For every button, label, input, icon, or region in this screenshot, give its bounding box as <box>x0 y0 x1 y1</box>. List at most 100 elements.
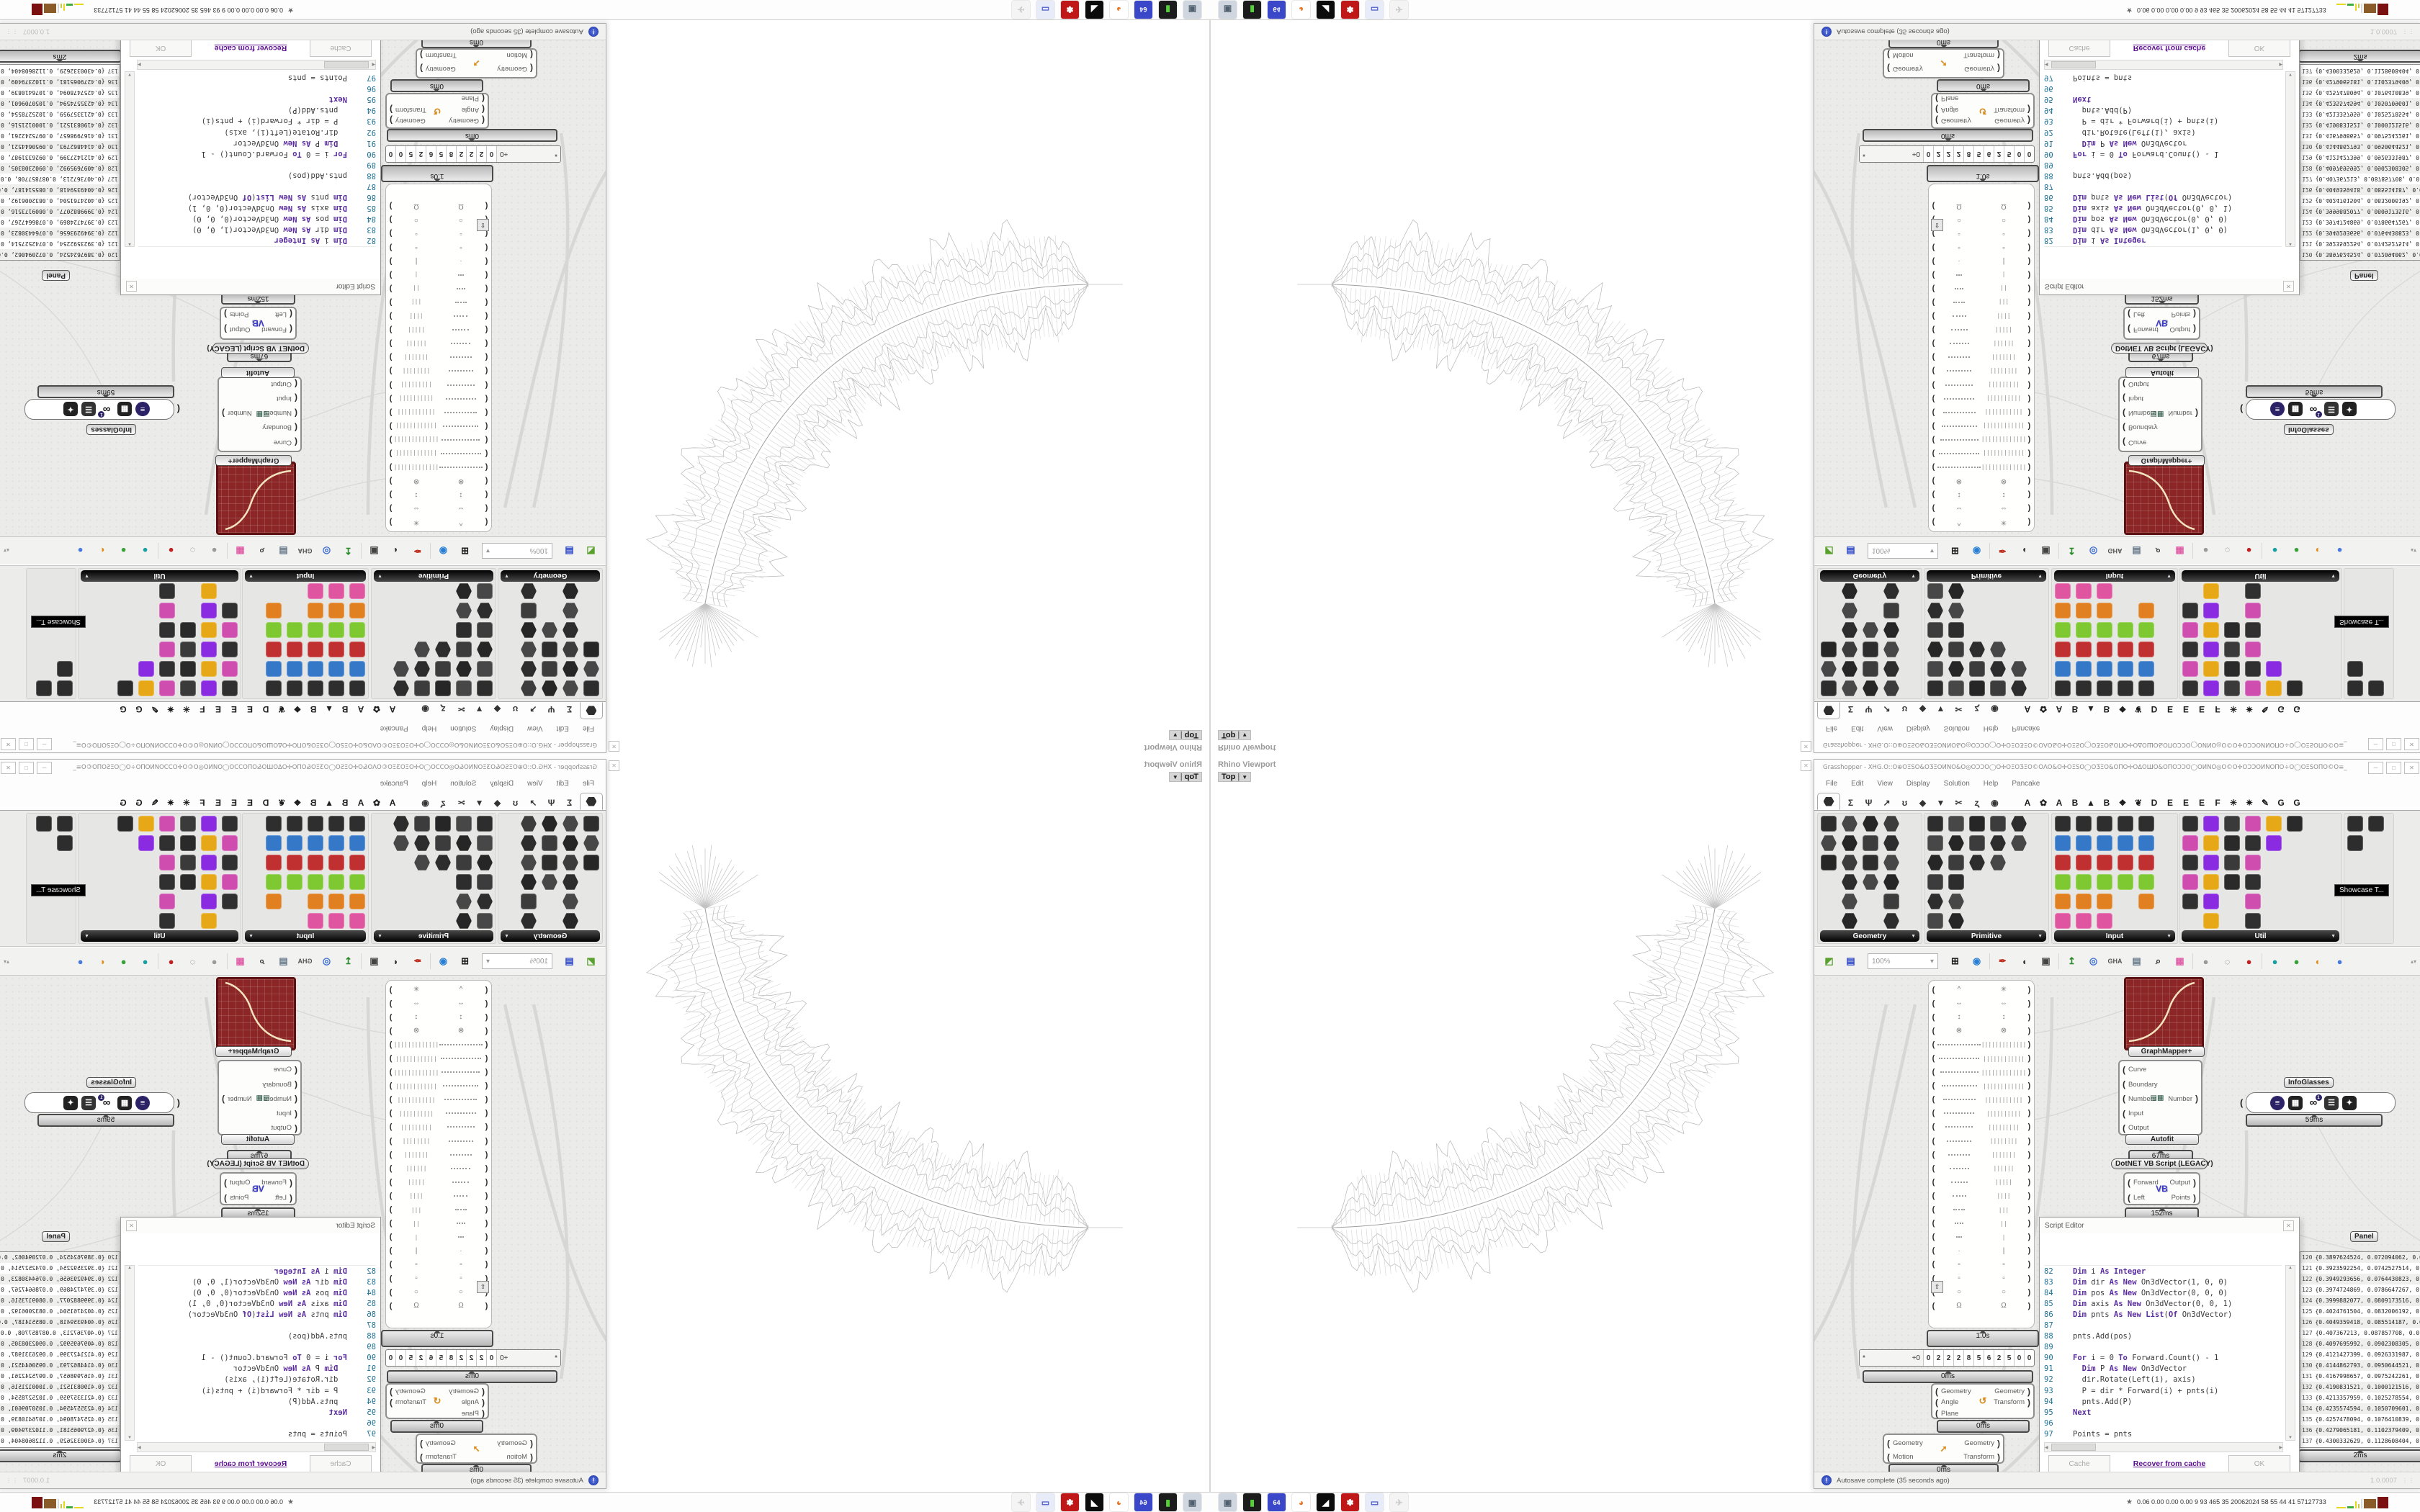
output-grip[interactable]: ) <box>389 1219 393 1228</box>
component-icon[interactable] <box>2138 855 2154 870</box>
component-icon[interactable] <box>2076 642 2092 657</box>
cluster-row[interactable]: (▫ ▫) <box>387 227 490 240</box>
slider-track[interactable] <box>443 425 479 427</box>
vbscript-header-label[interactable]: DotNET VB Script (LEGACY) <box>207 343 309 354</box>
component-icon[interactable] <box>2182 816 2198 832</box>
output-grip[interactable]: ) <box>2027 1274 2031 1283</box>
output-grip[interactable]: ) <box>389 1109 393 1118</box>
component-icon[interactable] <box>2224 622 2240 638</box>
input-grip[interactable]: ( <box>485 1246 488 1256</box>
tab-icon-8[interactable]: ◉ <box>1991 798 1999 808</box>
palette-tab-util[interactable]: Util ▼ <box>2182 930 2339 942</box>
component-icon[interactable] <box>1990 680 2006 696</box>
cluster-row[interactable]: (^ ✳) <box>387 983 490 996</box>
slider-track[interactable] <box>449 370 473 372</box>
puzzle-icon[interactable]: ✦ <box>63 402 78 417</box>
code-area[interactable]: 82 Dim i As Integer 83 Dim dir As New On3dV… <box>2044 1265 2282 1440</box>
blob-wire-button[interactable]: ◌ <box>2218 952 2236 971</box>
cluster-row[interactable]: (||) <box>387 1217 490 1230</box>
input-grip[interactable]: ( <box>485 1068 488 1077</box>
floppy-64-app-icon[interactable]: 64 <box>1134 1 1152 19</box>
component-icon[interactable] <box>2055 603 2071 618</box>
input-grip[interactable]: ( <box>482 93 485 104</box>
output-grip[interactable] <box>390 1409 392 1418</box>
sculpt-button[interactable]: ◖ <box>2015 952 2033 971</box>
grid-icon[interactable]: ▦ <box>117 402 132 417</box>
menu-item-solution[interactable]: Solution <box>1943 724 1970 733</box>
cluster-row[interactable]: (|||||||||) <box>1930 378 2033 392</box>
component-icon[interactable] <box>393 661 409 677</box>
input-grip[interactable]: ( <box>1932 339 1935 348</box>
component-icon[interactable] <box>308 855 323 870</box>
tab-icon-0[interactable]: Σ <box>566 704 573 714</box>
script-editor-titlebar[interactable]: Script Editor ✕ <box>2040 1218 2299 1233</box>
component-icon[interactable] <box>542 816 557 832</box>
input-grip[interactable]: ( <box>2240 404 2244 415</box>
component-icon[interactable] <box>159 855 175 870</box>
close-icon[interactable]: ✕ <box>126 281 137 292</box>
input-grip[interactable]: ( <box>295 1108 297 1119</box>
component-icon[interactable] <box>349 816 365 832</box>
grid-icon[interactable]: ▦ <box>2288 1095 2303 1110</box>
slider-track[interactable] <box>1945 1126 1973 1128</box>
output-grip[interactable]: ) <box>389 1150 393 1159</box>
pen-button[interactable]: ✒ <box>408 952 426 971</box>
component-icon[interactable] <box>583 855 599 870</box>
slider-track[interactable] <box>446 1112 476 1115</box>
output-grip[interactable]: ) <box>420 50 423 60</box>
sculpt-button[interactable]: ◖ <box>387 541 405 560</box>
output-grip[interactable]: ) <box>389 284 393 293</box>
component-icon[interactable] <box>2203 855 2219 870</box>
component-icon[interactable] <box>1863 642 1878 657</box>
link-button[interactable]: ◎ <box>318 952 336 971</box>
emulator-app-icon[interactable]: ▮ <box>1243 1493 1261 1511</box>
slider-track[interactable] <box>458 1236 464 1238</box>
input-grip[interactable]: ( <box>1932 999 1935 1008</box>
component-icon[interactable] <box>2245 816 2261 832</box>
component-icon[interactable] <box>266 874 282 890</box>
cluster-row[interactable]: (|||||||||||||) <box>1930 1066 2033 1079</box>
output-grip[interactable]: ) <box>389 353 393 362</box>
menu-item-edit[interactable]: Edit <box>556 779 569 788</box>
autofit-label[interactable]: Autofit <box>221 367 295 378</box>
component-icon[interactable] <box>393 816 409 832</box>
tab-plugin-1[interactable]: ✿ <box>2039 704 2048 714</box>
output-grip[interactable] <box>222 438 224 446</box>
component-icon[interactable] <box>2347 661 2363 677</box>
component-icon[interactable] <box>2182 661 2198 677</box>
component-icon[interactable] <box>414 816 430 832</box>
component-icon[interactable] <box>456 816 472 832</box>
slider-track[interactable] <box>1955 1223 1963 1225</box>
input-grip[interactable]: ( <box>2123 422 2125 433</box>
component-icon[interactable] <box>1927 874 1943 890</box>
component-icon[interactable] <box>2076 680 2092 696</box>
component-icon[interactable] <box>2076 622 2092 638</box>
tab-icon-2[interactable]: ↗ <box>1883 704 1891 714</box>
component-icon[interactable] <box>1990 835 2006 851</box>
component-icon[interactable] <box>2055 642 2071 657</box>
output-grip[interactable]: ) <box>389 1205 393 1215</box>
component-icon[interactable] <box>2055 661 2071 677</box>
cluster-row[interactable]: (⇔ ⇔) <box>1930 996 2033 1010</box>
component-icon[interactable] <box>1863 661 1878 677</box>
cluster-row[interactable]: (||||||||||||||) <box>1930 446 2033 460</box>
tab-params-active[interactable] <box>1817 793 1840 810</box>
emulator-app-icon[interactable]: ▮ <box>1243 1 1261 19</box>
input-grip[interactable]: ( <box>485 1026 488 1035</box>
menu-item-help[interactable]: Help <box>421 724 437 733</box>
infoglasses-component[interactable]: ( ≡ ▦ ∞ 1 ☰ ✦ <box>24 1092 180 1113</box>
component-icon[interactable] <box>222 622 238 638</box>
output-grip[interactable] <box>222 379 224 388</box>
slider-track[interactable] <box>1940 1071 1978 1074</box>
input-grip[interactable]: ( <box>1932 243 1935 252</box>
component-icon[interactable] <box>435 855 451 870</box>
cluster-row[interactable]: (▫ ▫) <box>1930 227 2033 240</box>
component-icon[interactable] <box>1927 835 1943 851</box>
tab-plugin-6[interactable]: ❖ <box>293 704 302 714</box>
input-grip[interactable]: ( <box>1932 435 1935 444</box>
output-grip[interactable] <box>222 394 224 402</box>
input-grip[interactable]: ( <box>482 1397 485 1408</box>
recover-from-cache-link[interactable]: Recover from cache <box>2133 44 2206 53</box>
component-icon[interactable] <box>477 874 493 890</box>
ok-button[interactable]: OK <box>2228 40 2290 57</box>
